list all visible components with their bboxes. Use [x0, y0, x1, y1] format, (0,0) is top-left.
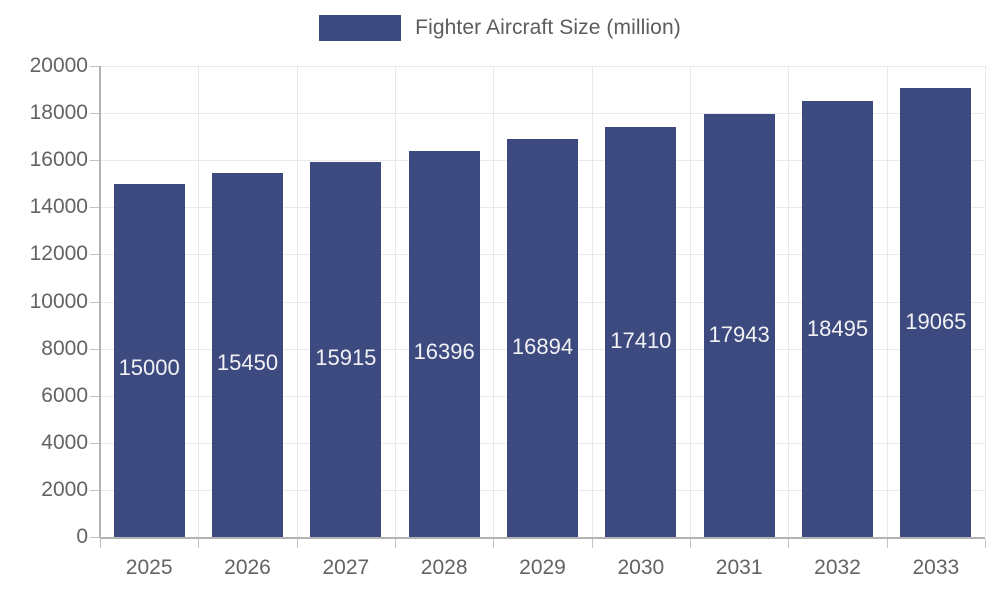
- y-axis-tick-mark: [90, 395, 99, 397]
- gridline-horizontal: [100, 113, 985, 115]
- y-axis-tick-mark: [90, 160, 99, 162]
- x-axis-tick-label: 2027: [322, 556, 370, 579]
- x-axis-tick-label: 2028: [420, 556, 468, 579]
- y-axis-tick-label: 2000: [41, 477, 88, 501]
- legend-swatch-fighter-aircraft-size: [319, 15, 402, 41]
- x-axis-line: [100, 537, 985, 539]
- x-axis-tick-label: 2030: [617, 556, 665, 579]
- y-axis-tick-mark: [90, 348, 99, 350]
- bar[interactable]: [605, 127, 677, 537]
- x-axis-tick-mark: [100, 539, 101, 548]
- gridline-vertical: [198, 66, 199, 537]
- gridline-horizontal: [100, 66, 985, 67]
- x-axis-tick-label: 2026: [224, 556, 271, 579]
- x-axis-tick-label: 2029: [519, 556, 566, 579]
- y-axis-tick-label: 6000: [41, 383, 88, 407]
- y-axis-tick-label: 18000: [29, 101, 88, 125]
- y-axis-tick-label: 16000: [29, 148, 88, 172]
- gridline-vertical: [985, 66, 986, 537]
- x-axis-tick-mark: [395, 539, 396, 548]
- y-axis-tick-label: 8000: [41, 336, 88, 360]
- y-axis-tick-mark: [90, 442, 99, 444]
- gridline-vertical: [395, 66, 396, 537]
- y-axis-tick-mark: [90, 301, 99, 303]
- x-axis-tick-mark: [297, 539, 298, 548]
- x-axis-tick-mark: [493, 539, 494, 548]
- bar[interactable]: [310, 162, 382, 537]
- y-axis-tick-mark: [90, 66, 99, 67]
- y-axis-tick-label: 20000: [29, 54, 88, 77]
- y-axis-tick-mark: [90, 254, 99, 256]
- y-axis-tick-label: 14000: [29, 195, 88, 219]
- y-axis-tick-label: 12000: [29, 242, 88, 266]
- gridline-vertical: [887, 66, 888, 537]
- chart-legend: Fighter Aircraft Size (million): [0, 10, 1000, 46]
- gridline-vertical: [690, 66, 691, 537]
- bar[interactable]: [113, 183, 185, 537]
- y-axis-tick-mark: [90, 537, 99, 538]
- y-axis-tick-mark: [90, 489, 99, 491]
- x-axis-tick-label: 2032: [814, 556, 861, 579]
- x-axis-tick-mark: [198, 539, 199, 548]
- plot-area: 15000 15450 15915 16396 16894 17410 17943 18495…: [100, 66, 986, 538]
- x-axis-tick-mark: [985, 539, 986, 548]
- x-axis-tick-label: 2025: [125, 556, 173, 579]
- bar[interactable]: [703, 114, 775, 537]
- bar[interactable]: [212, 173, 283, 537]
- bar[interactable]: [900, 88, 972, 537]
- x-axis-tick-label: 2031: [715, 556, 763, 579]
- x-axis-tick-mark: [887, 539, 888, 548]
- y-axis-tick-label: 0: [76, 525, 88, 548]
- x-axis-tick-mark: [788, 539, 789, 548]
- legend-label-fighter-aircraft-size: Fighter Aircraft Size (million): [415, 16, 681, 39]
- gridline-vertical: [297, 66, 298, 537]
- bar[interactable]: [408, 150, 480, 537]
- gridline-vertical: [592, 66, 593, 537]
- gridline-vertical: [788, 66, 789, 537]
- x-axis-tick-mark: [690, 539, 691, 548]
- bar[interactable]: [507, 139, 578, 537]
- y-axis-tick-mark: [90, 113, 99, 115]
- y-axis-tick-label: 10000: [29, 289, 88, 313]
- y-axis-line: [99, 66, 101, 538]
- x-axis-tick-label: 2033: [912, 556, 960, 579]
- gridline-vertical: [493, 66, 494, 537]
- x-axis-tick-mark: [592, 539, 593, 548]
- y-axis-tick-mark: [90, 207, 99, 209]
- y-axis-tick-labels: 0 2000 4000 6000 8000 10000 12000 14000 16000 180…: [0, 0, 88, 600]
- y-axis-tick-label: 4000: [41, 430, 88, 454]
- bar[interactable]: [802, 101, 873, 537]
